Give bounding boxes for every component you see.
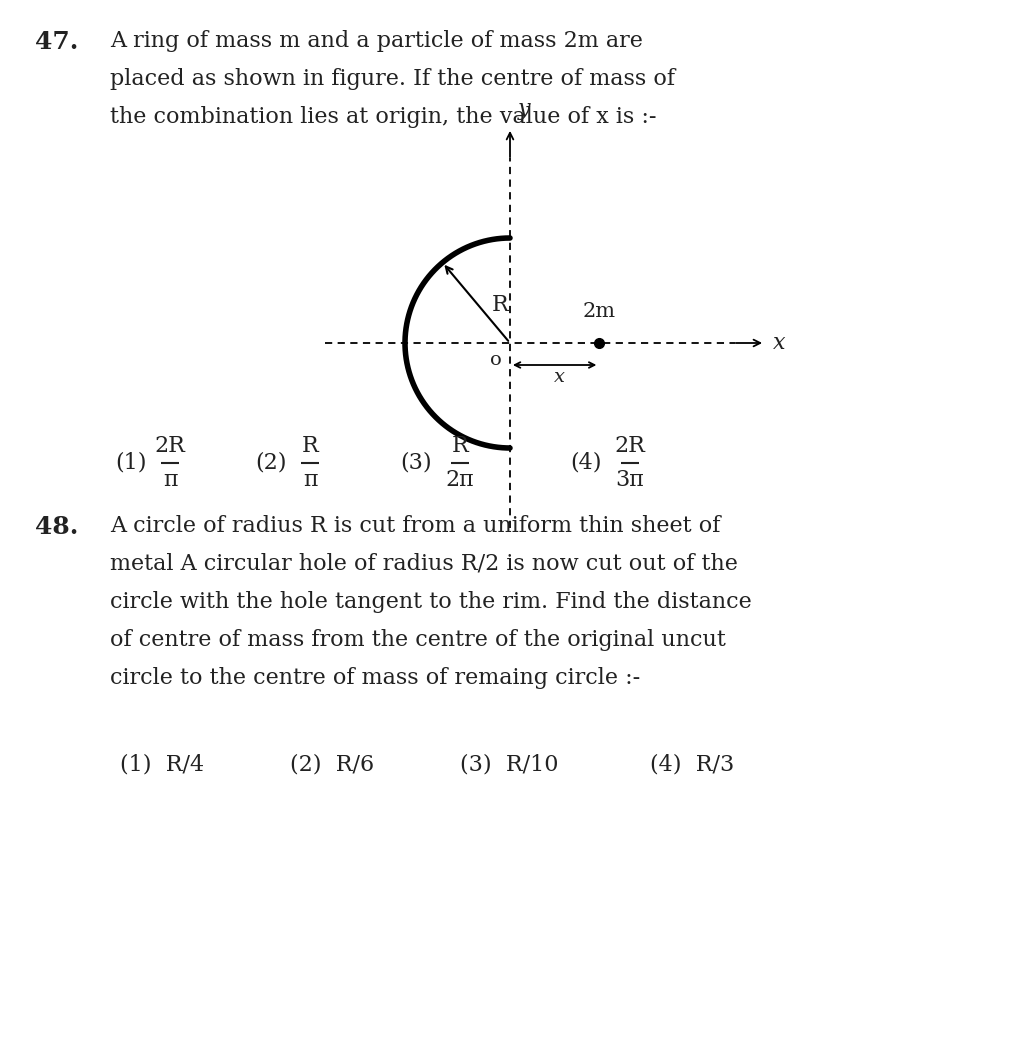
Text: A ring of mass m and a particle of mass 2m are: A ring of mass m and a particle of mass …	[110, 30, 643, 52]
Text: (2)  R/6: (2) R/6	[290, 753, 374, 775]
Text: circle to the centre of mass of remaing circle :-: circle to the centre of mass of remaing …	[110, 667, 640, 689]
Text: the combination lies at origin, the value of x is :-: the combination lies at origin, the valu…	[110, 106, 656, 128]
Text: R: R	[492, 293, 508, 316]
Text: (1)  R/4: (1) R/4	[120, 753, 204, 775]
Text: (3)  R/10: (3) R/10	[460, 753, 558, 775]
Text: R: R	[302, 435, 318, 457]
Text: (1): (1)	[115, 452, 146, 474]
Text: o: o	[490, 351, 502, 369]
Text: (3): (3)	[400, 452, 432, 474]
Text: x: x	[554, 368, 565, 386]
Text: 47.: 47.	[35, 30, 79, 54]
Text: x: x	[773, 332, 785, 354]
Text: 2R: 2R	[614, 435, 645, 457]
Text: placed as shown in figure. If the centre of mass of: placed as shown in figure. If the centre…	[110, 68, 675, 90]
Text: metal A circular hole of radius R/2 is now cut out of the: metal A circular hole of radius R/2 is n…	[110, 553, 738, 575]
Text: R: R	[452, 435, 468, 457]
Text: circle with the hole tangent to the rim. Find the distance: circle with the hole tangent to the rim.…	[110, 591, 752, 613]
Text: 2R: 2R	[155, 435, 185, 457]
Text: (4)  R/3: (4) R/3	[650, 753, 734, 775]
Text: 2m: 2m	[583, 302, 615, 321]
Text: 3π: 3π	[615, 469, 644, 491]
Text: π: π	[163, 469, 177, 491]
Text: (2): (2)	[255, 452, 287, 474]
Text: π: π	[303, 469, 317, 491]
Text: (4): (4)	[570, 452, 601, 474]
Text: 48.: 48.	[35, 514, 79, 539]
Text: 2π: 2π	[445, 469, 474, 491]
Text: A circle of radius R is cut from a uniform thin sheet of: A circle of radius R is cut from a unifo…	[110, 514, 720, 537]
Text: of centre of mass from the centre of the original uncut: of centre of mass from the centre of the…	[110, 629, 726, 651]
Text: y: y	[518, 98, 530, 120]
